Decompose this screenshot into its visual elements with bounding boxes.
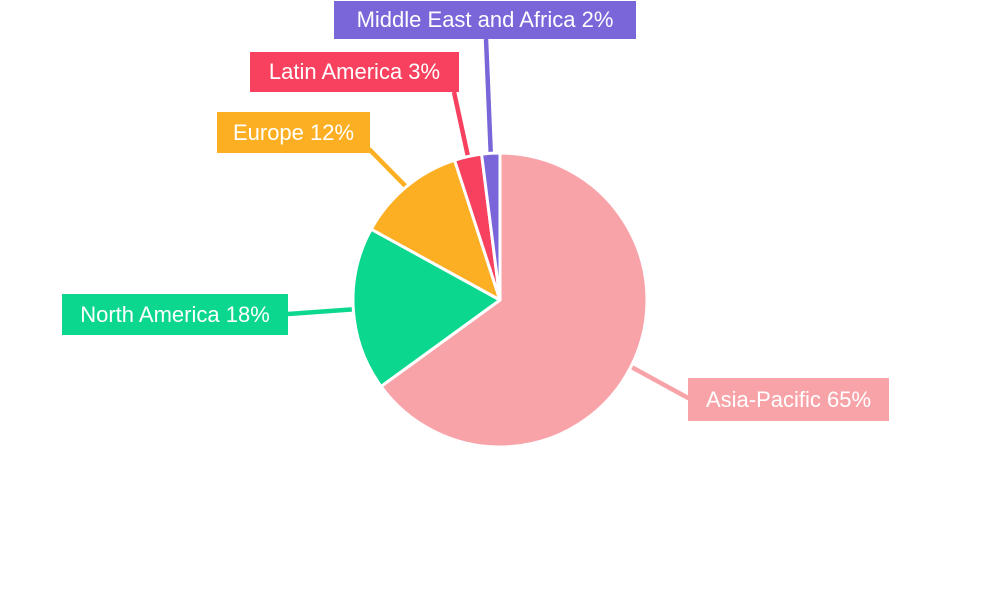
leader-line-europe <box>367 147 409 190</box>
leader-line-latin-america <box>451 91 471 158</box>
leader-line-middle-east-africa <box>483 38 494 155</box>
leader-line-asia-pacific <box>629 364 692 401</box>
slice-label-north-america: North America 18% <box>62 294 288 335</box>
pie-slice-north-america[interactable] <box>351 227 502 388</box>
slice-label-latin-america: Latin America 3% <box>250 52 459 92</box>
pie-slice-middle-east-africa[interactable] <box>480 151 502 302</box>
slice-label-asia-pacific: Asia-Pacific 65% <box>688 378 889 421</box>
leader-line-north-america <box>287 306 355 317</box>
slice-label-europe: Europe 12% <box>217 112 370 153</box>
pie-slice-asia-pacific[interactable] <box>379 151 649 449</box>
slice-label-middle-east-africa: Middle East and Africa 2% <box>334 1 636 39</box>
pie-slice-europe[interactable] <box>369 158 502 302</box>
